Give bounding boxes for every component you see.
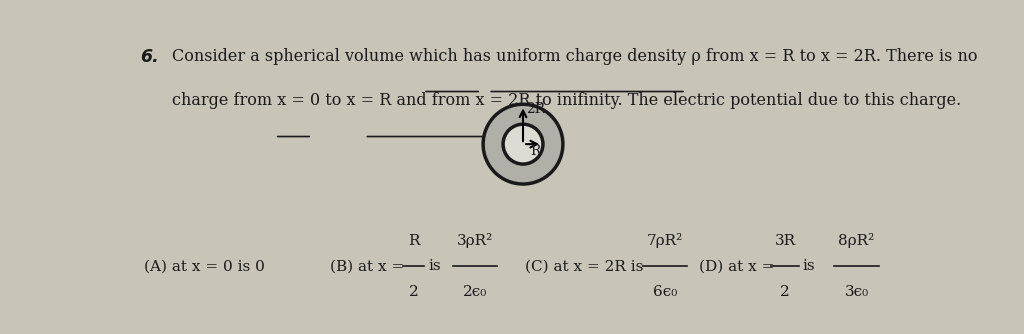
Text: (A) at x = 0 is 0: (A) at x = 0 is 0 [143,260,265,274]
Text: (C) at x = 2R is: (C) at x = 2R is [524,260,643,274]
Text: 2: 2 [409,285,419,299]
Text: is: is [428,260,440,274]
Text: 6.: 6. [140,48,159,66]
Circle shape [503,124,543,164]
Text: is: is [803,260,815,274]
Text: 8ρR²: 8ρR² [839,233,874,248]
Text: charge from x = 0 to x = R and from x = 2R to inifinity. The electric potential : charge from x = 0 to x = R and from x = … [172,92,961,109]
Text: 2ϵ₀: 2ϵ₀ [463,285,487,299]
Text: 3ϵ₀: 3ϵ₀ [845,285,868,299]
Text: R: R [530,144,541,158]
Text: 3ρR²: 3ρR² [457,233,493,248]
Text: 2: 2 [780,285,790,299]
Text: 7ρR²: 7ρR² [647,233,683,248]
Text: 3R: 3R [774,234,796,248]
Text: (D) at x =: (D) at x = [699,260,775,274]
Text: 6ϵ₀: 6ϵ₀ [653,285,678,299]
Text: 2R: 2R [525,102,545,116]
Text: (B) at x =: (B) at x = [331,260,404,274]
Circle shape [483,104,563,184]
Text: R: R [408,234,420,248]
Text: Consider a spherical volume which has uniform charge density ρ from x = R to x =: Consider a spherical volume which has un… [172,48,977,65]
